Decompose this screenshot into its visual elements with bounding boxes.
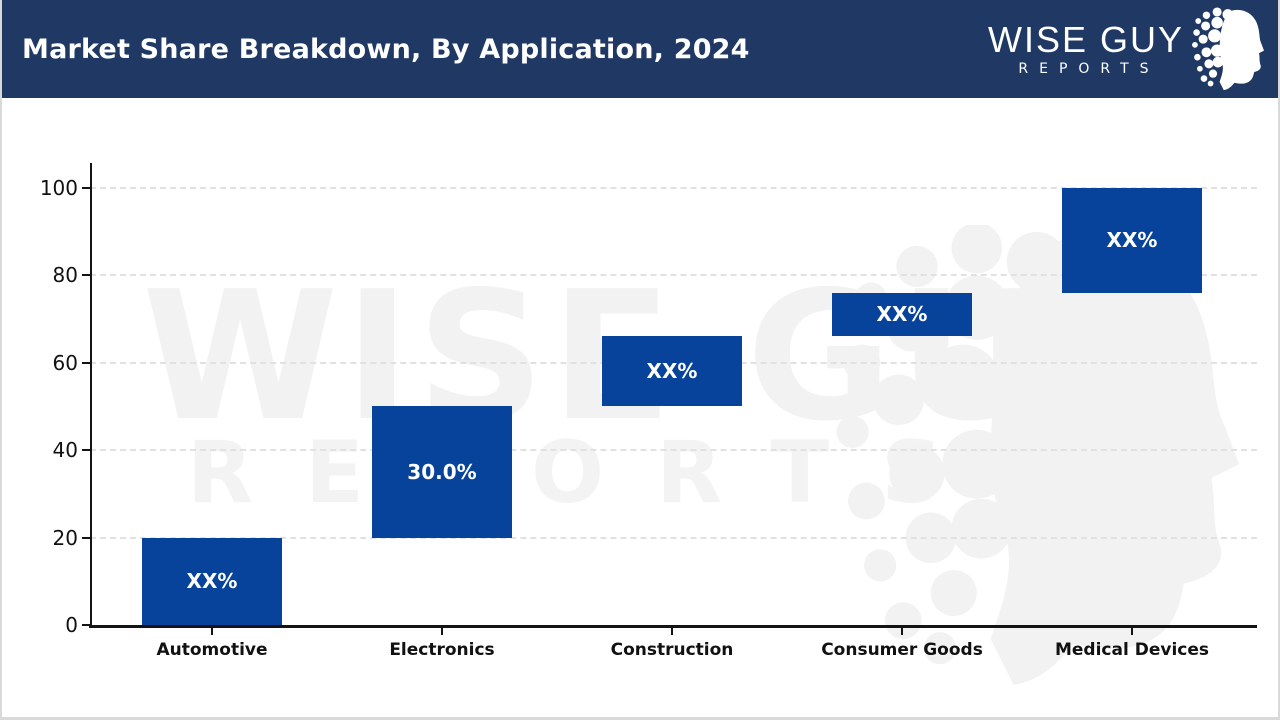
bar-electronics: 30.0% (372, 406, 512, 538)
bar-medical-devices: XX% (1062, 187, 1202, 293)
gridline-y100 (90, 186, 1257, 189)
bar-automotive: XX% (142, 537, 282, 625)
y-axis-tick-label: 40 (52, 438, 78, 462)
x-axis-tick (671, 628, 673, 635)
gridline-y80 (90, 274, 1257, 276)
page-title: Market Share Breakdown, By Application, … (22, 33, 750, 65)
y-axis-tick (82, 274, 90, 276)
bar-value-label: 30.0% (407, 459, 477, 484)
x-axis-category-label: Electronics (389, 640, 495, 660)
x-axis-tick (1131, 628, 1133, 635)
gridline-y40 (90, 449, 1257, 451)
bar-value-label: XX% (186, 569, 238, 594)
y-axis-line (90, 163, 92, 627)
y-axis-tick (82, 361, 90, 364)
brand-logo: WISE GUY REPORTS (988, 6, 1264, 92)
bar-construction: XX% (602, 336, 742, 407)
y-axis-tick-label: 100 (39, 175, 78, 200)
bar-value-label: XX% (876, 302, 928, 327)
y-axis-tick (82, 624, 90, 626)
x-axis-category-label: Medical Devices (1054, 640, 1209, 660)
x-axis-category-label: Automotive (156, 640, 268, 660)
bar-consumer-goods: XX% (832, 292, 972, 337)
logo-wordmark-line1: WISE GUY (987, 19, 1184, 60)
logo-wordmark-line2: REPORTS (1018, 61, 1160, 77)
y-axis-tick (82, 186, 90, 189)
bar-value-label: XX% (646, 359, 698, 384)
x-axis-tick (901, 628, 903, 635)
x-axis-line (89, 625, 1257, 628)
watermark-subtext: REPORTS (187, 423, 996, 523)
y-axis-tick-label: 0 (65, 613, 78, 637)
x-axis-category-label: Consumer Goods (821, 640, 983, 660)
gridline-y20 (90, 536, 1257, 539)
x-axis-tick (211, 628, 213, 635)
bar-value-label: XX% (1106, 228, 1158, 252)
y-axis-tick-label: 20 (52, 525, 78, 550)
y-axis-tick-label: 60 (52, 350, 78, 375)
y-axis-tick (82, 449, 90, 451)
logo-wordmark: WISE GUY REPORTS (987, 19, 1184, 77)
y-axis-tick-label: 80 (52, 263, 78, 287)
x-axis-tick (441, 628, 443, 635)
y-axis-tick (82, 536, 90, 539)
header: Market Share Breakdown, By Application, … (2, 0, 1278, 98)
x-axis-category-label: Construction (610, 640, 734, 660)
